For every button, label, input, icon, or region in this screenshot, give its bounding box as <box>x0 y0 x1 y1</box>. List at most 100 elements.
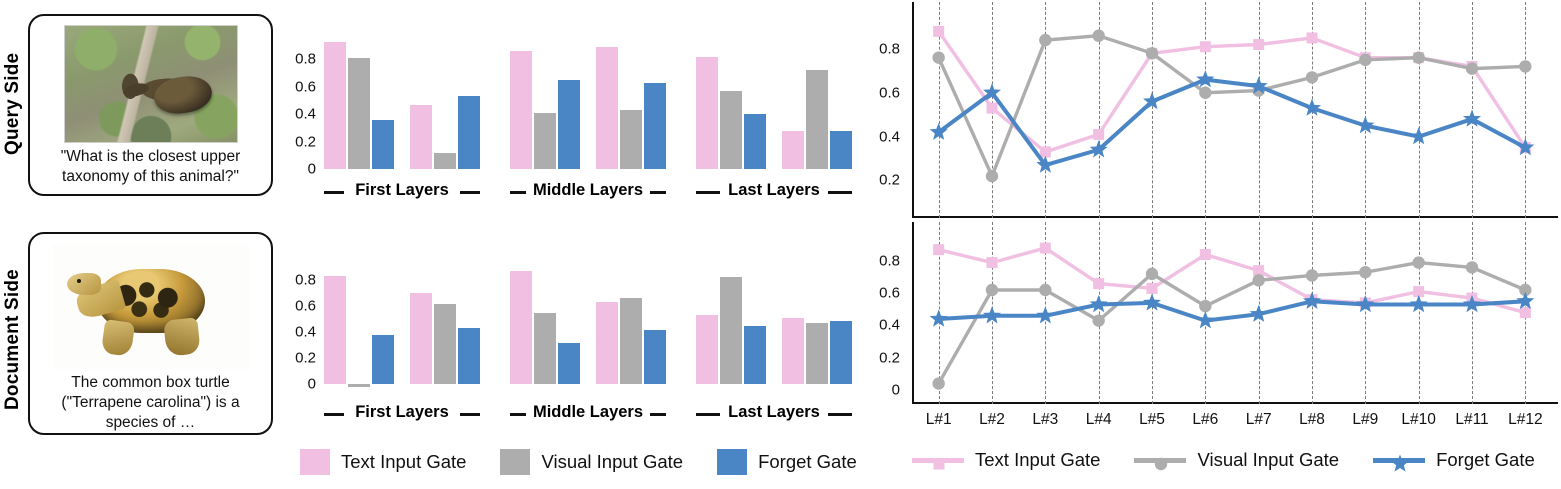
vertical-gridline <box>1045 2 1047 218</box>
data-point-marker <box>985 169 999 183</box>
vertical-gridline <box>1205 2 1207 218</box>
data-point-marker <box>1092 314 1105 327</box>
data-point-marker <box>1409 295 1428 313</box>
bar <box>696 56 719 169</box>
bar <box>596 302 619 385</box>
bar-group-rule <box>696 413 720 416</box>
data-point-marker <box>1039 242 1051 254</box>
line-x-tick: L#8 <box>1299 411 1325 428</box>
data-point-marker <box>1516 291 1535 309</box>
bar-y-tick: 0.8 <box>295 50 316 68</box>
data-point-marker <box>1516 138 1535 156</box>
vertical-gridline <box>1152 2 1153 218</box>
line-y-tick: 0.8 <box>879 252 900 270</box>
bar-group-rule <box>650 191 666 194</box>
data-point-marker <box>1039 283 1052 297</box>
line-series-star <box>938 299 1526 323</box>
legend-label: Forget Gate <box>758 451 857 472</box>
line-y-tick: 0 <box>891 381 900 399</box>
bar-group-rule <box>510 191 526 194</box>
bar <box>324 41 347 169</box>
bar <box>719 90 743 169</box>
legend-swatch-square-icon <box>300 449 330 475</box>
line-x-tick: L#12 <box>1508 411 1543 428</box>
line-x-tick: L#11 <box>1455 411 1489 428</box>
line-series-circle <box>937 260 1526 385</box>
data-point-marker <box>1462 295 1482 313</box>
data-point-marker <box>1039 33 1052 47</box>
bar <box>371 119 394 169</box>
data-point-marker <box>1253 39 1265 51</box>
vertical-gridline <box>1098 2 1100 218</box>
document-turtle-illustration <box>52 243 249 369</box>
bar <box>782 317 805 385</box>
vertical-gridline <box>1312 222 1313 404</box>
data-point-marker <box>1199 249 1211 261</box>
legend-label: Forget Gate <box>1436 449 1535 470</box>
bar <box>805 70 829 169</box>
line-y-tick: 0.8 <box>879 40 900 58</box>
query-side-bar-chart: 0 0.2 0.4 0.6 0.8 First Layers Middle Layers La… <box>278 10 858 215</box>
document-side-bar-chart: 0 0.2 0.4 0.6 0.8 First Layers Middle Layers La… <box>278 232 858 437</box>
line-chart-legend: Text Input Gate Visual Input Gate Forget G… <box>912 449 1561 472</box>
data-point-marker <box>1306 32 1318 44</box>
data-point-marker <box>1199 299 1212 313</box>
bar-group-rule <box>460 413 480 416</box>
bar <box>557 79 580 169</box>
data-point-marker <box>1305 269 1319 282</box>
data-point-marker <box>1196 311 1215 329</box>
data-point-marker <box>1412 256 1425 269</box>
data-point-marker <box>1089 140 1108 158</box>
line-series-layer <box>929 242 1535 390</box>
bar <box>829 130 852 169</box>
data-point-marker <box>1142 92 1162 110</box>
vertical-gridline <box>1418 222 1420 404</box>
legend-item: Text Input Gate <box>912 449 1100 471</box>
data-point-marker <box>1462 109 1482 127</box>
legend-item: Forget Gate <box>1373 449 1535 472</box>
query-turtle-photo <box>63 25 238 143</box>
data-point-marker <box>985 283 999 297</box>
data-point-marker <box>1305 71 1319 84</box>
bar <box>324 276 347 385</box>
bar-y-tick: 0.2 <box>295 349 316 367</box>
data-point-marker <box>1252 274 1265 287</box>
data-point-marker <box>929 122 948 140</box>
line-series-layer <box>929 25 1535 183</box>
bar <box>410 293 433 385</box>
bar-group-rule <box>324 413 344 416</box>
line-x-tick: L#7 <box>1245 411 1272 428</box>
line-x-tick: L#2 <box>979 411 1005 428</box>
legend-label: Text Input Gate <box>975 449 1101 470</box>
data-point-marker <box>1412 51 1425 64</box>
bar <box>619 298 643 385</box>
bar-y-tick: 0 <box>307 375 316 393</box>
data-point-marker <box>1199 41 1211 53</box>
data-point-marker <box>1093 128 1105 140</box>
bar <box>643 329 666 385</box>
bar <box>510 51 533 169</box>
data-point-marker <box>929 309 948 327</box>
bar-group-rule <box>828 191 852 194</box>
data-point-marker <box>932 377 945 390</box>
bar <box>643 82 666 169</box>
legend-label: Visual Input Gate <box>1197 449 1340 470</box>
document-side-line-chart: 0 0.2 0.4 0.6 0.8 L#1 L#2 L#3 L#4 L#5 L#6 L#7 L#8 L#9… <box>858 222 1558 434</box>
legend-label: Text Input Gate <box>341 451 467 472</box>
line-x-tick: L#1 <box>925 411 952 428</box>
data-point-marker <box>1145 47 1159 60</box>
data-point-marker <box>1253 265 1265 277</box>
vertical-gridline <box>1472 222 1473 404</box>
data-point-marker <box>1196 70 1215 88</box>
data-point-marker <box>933 25 945 37</box>
data-point-marker <box>1093 278 1105 290</box>
bar <box>457 328 480 385</box>
data-point-marker <box>1302 98 1322 116</box>
data-point-marker <box>1249 304 1268 322</box>
legend-label: Visual Input Gate <box>541 451 684 472</box>
bar-group-label: First Layers <box>355 181 449 199</box>
data-point-marker <box>1519 307 1531 319</box>
data-point-marker <box>982 306 1002 324</box>
data-point-marker <box>1036 306 1055 324</box>
